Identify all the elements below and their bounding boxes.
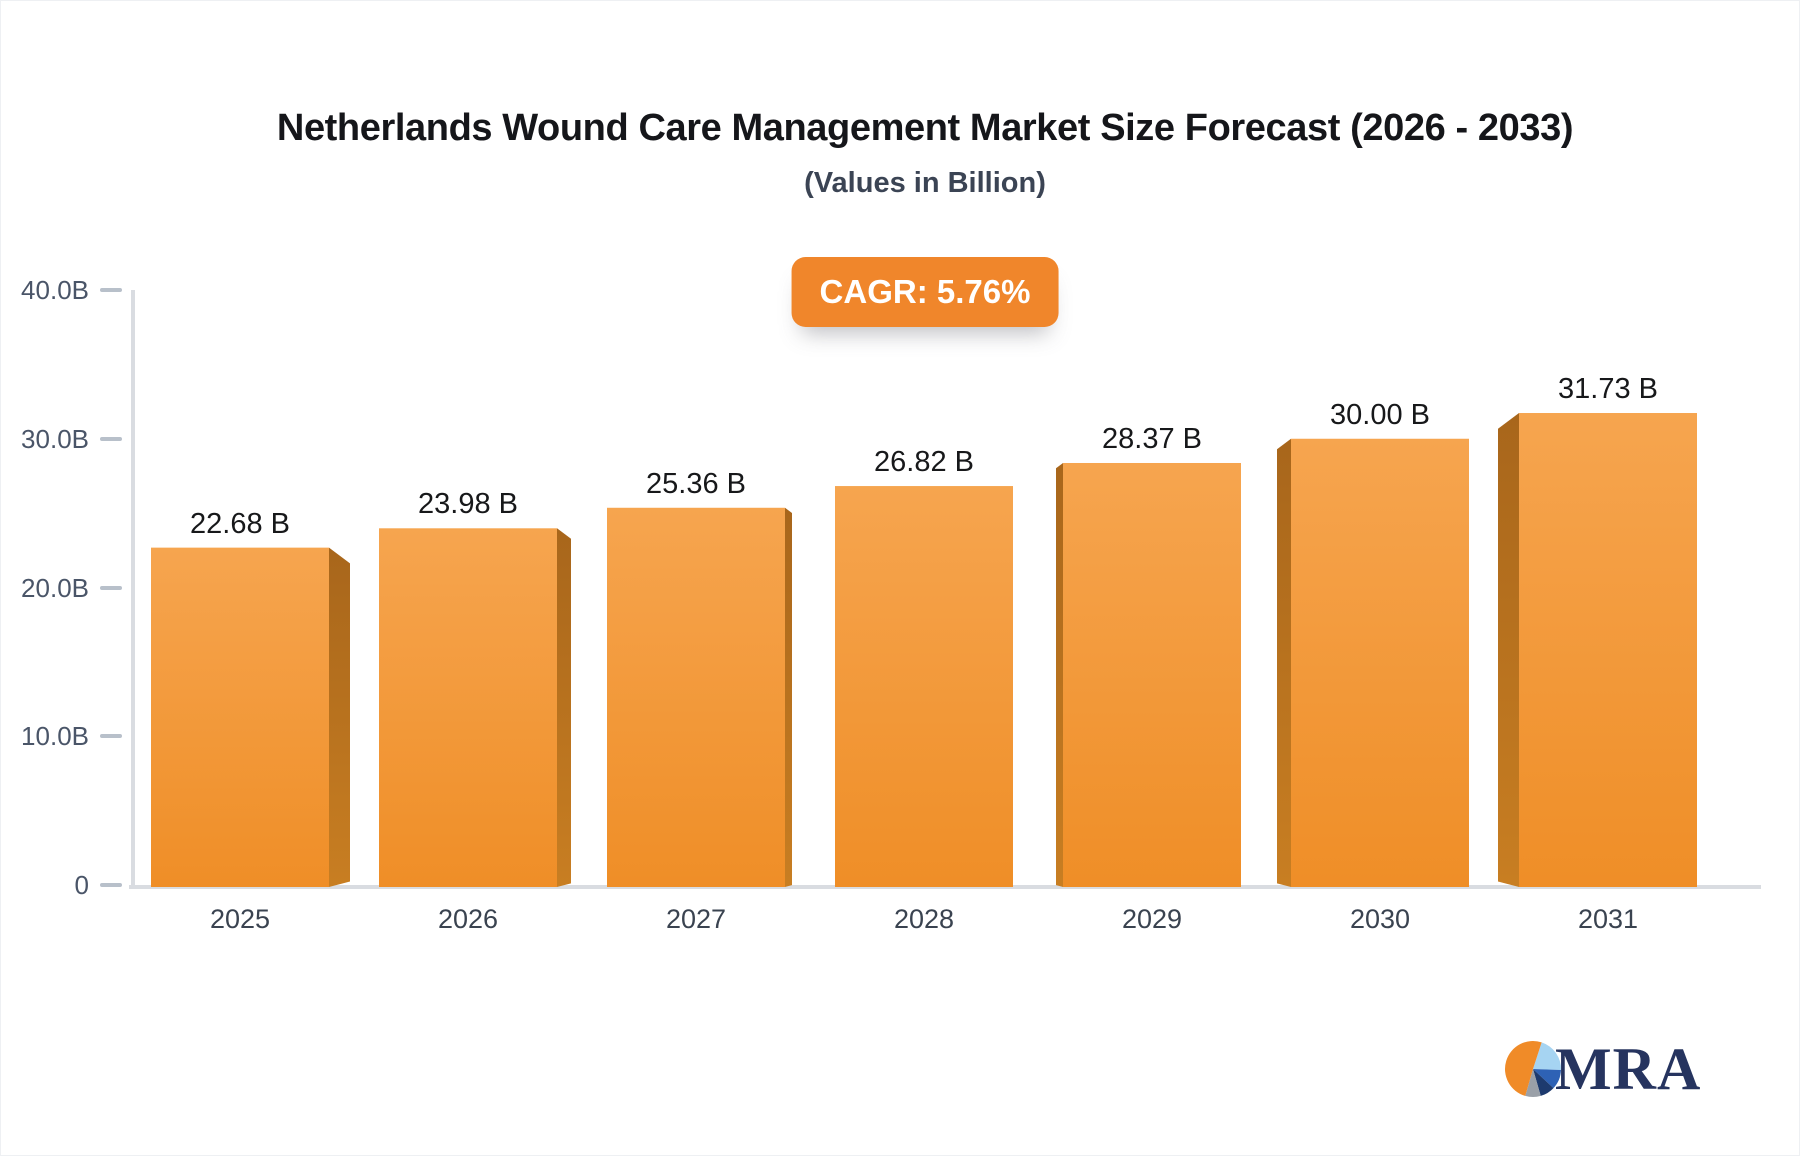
bar-value-label: 25.36 B	[646, 467, 746, 500]
x-tick-label: 2026	[437, 904, 499, 934]
bar-front-face	[1291, 438, 1469, 887]
mra-logo-text: MRA	[1555, 1036, 1702, 1102]
bar-front-face	[607, 507, 785, 887]
bar-value-label: 31.73 B	[1558, 373, 1658, 406]
logo-pie-slice	[1525, 1069, 1541, 1097]
bar-side-face	[785, 507, 792, 887]
y-tick-label: 20.0B	[21, 572, 89, 603]
x-tick-label: 2027	[665, 904, 727, 934]
y-tick-mark	[100, 883, 122, 887]
y-tick-label: 0	[74, 870, 89, 900]
bar-value-label: 22.68 B	[190, 507, 290, 540]
x-tick-label: 2031	[1577, 904, 1639, 934]
x-tick-label: 2030	[1349, 904, 1411, 934]
bar-value-label: 28.37 B	[1102, 422, 1202, 455]
x-tick-label: 2029	[1121, 904, 1183, 934]
bar-value-label: 30.00 B	[1330, 398, 1430, 431]
bar-front-face	[151, 547, 329, 887]
x-tick-label: 2025	[209, 904, 271, 934]
bar-front-face	[1063, 462, 1241, 887]
logo-pie-slice	[1505, 1041, 1542, 1096]
y-tick-mark	[100, 585, 122, 590]
bar-front-face	[835, 486, 1013, 887]
y-tick-label: 10.0B	[21, 721, 89, 752]
bar-front-face	[379, 528, 557, 887]
logo-pie-slice	[1533, 1069, 1554, 1096]
y-tick-label: 40.0B	[21, 275, 89, 305]
bar-2025	[151, 547, 350, 887]
cagr-badge: CAGR: 5.76%	[791, 257, 1059, 327]
bar-2030	[1277, 438, 1469, 887]
logo-pie-slice	[1533, 1069, 1561, 1089]
logo-pie-slice	[1533, 1042, 1561, 1070]
bar-2029	[1056, 462, 1241, 887]
bar-value-label: 26.82 B	[874, 446, 974, 479]
x-tick-label: 2028	[893, 904, 955, 934]
y-tick-label: 30.0B	[21, 423, 89, 454]
bar-side-face	[1498, 413, 1519, 887]
bar-2026	[379, 528, 571, 887]
bar-side-face	[329, 547, 350, 887]
mra-logo-pie-icon	[1505, 1041, 1561, 1097]
bar-side-face	[1056, 462, 1063, 887]
bar-side-face	[557, 528, 571, 887]
chart-title: Netherlands Wound Care Management Market…	[276, 107, 1574, 149]
bar-2027	[607, 507, 792, 887]
bar-front-face	[1519, 413, 1697, 887]
mra-logo: MRA	[1503, 1039, 1701, 1099]
bar-side-face	[1277, 438, 1291, 887]
bar-2031	[1498, 413, 1697, 887]
y-tick-mark	[100, 288, 122, 292]
bar-value-label: 23.98 B	[418, 488, 518, 521]
y-tick-mark	[100, 436, 122, 441]
bar-2028	[835, 486, 1013, 887]
x-axis-line	[129, 885, 1761, 889]
y-tick-mark	[100, 734, 122, 739]
y-axis-line	[131, 290, 135, 887]
chart-subtitle: (Values in Billion)	[804, 167, 1046, 199]
